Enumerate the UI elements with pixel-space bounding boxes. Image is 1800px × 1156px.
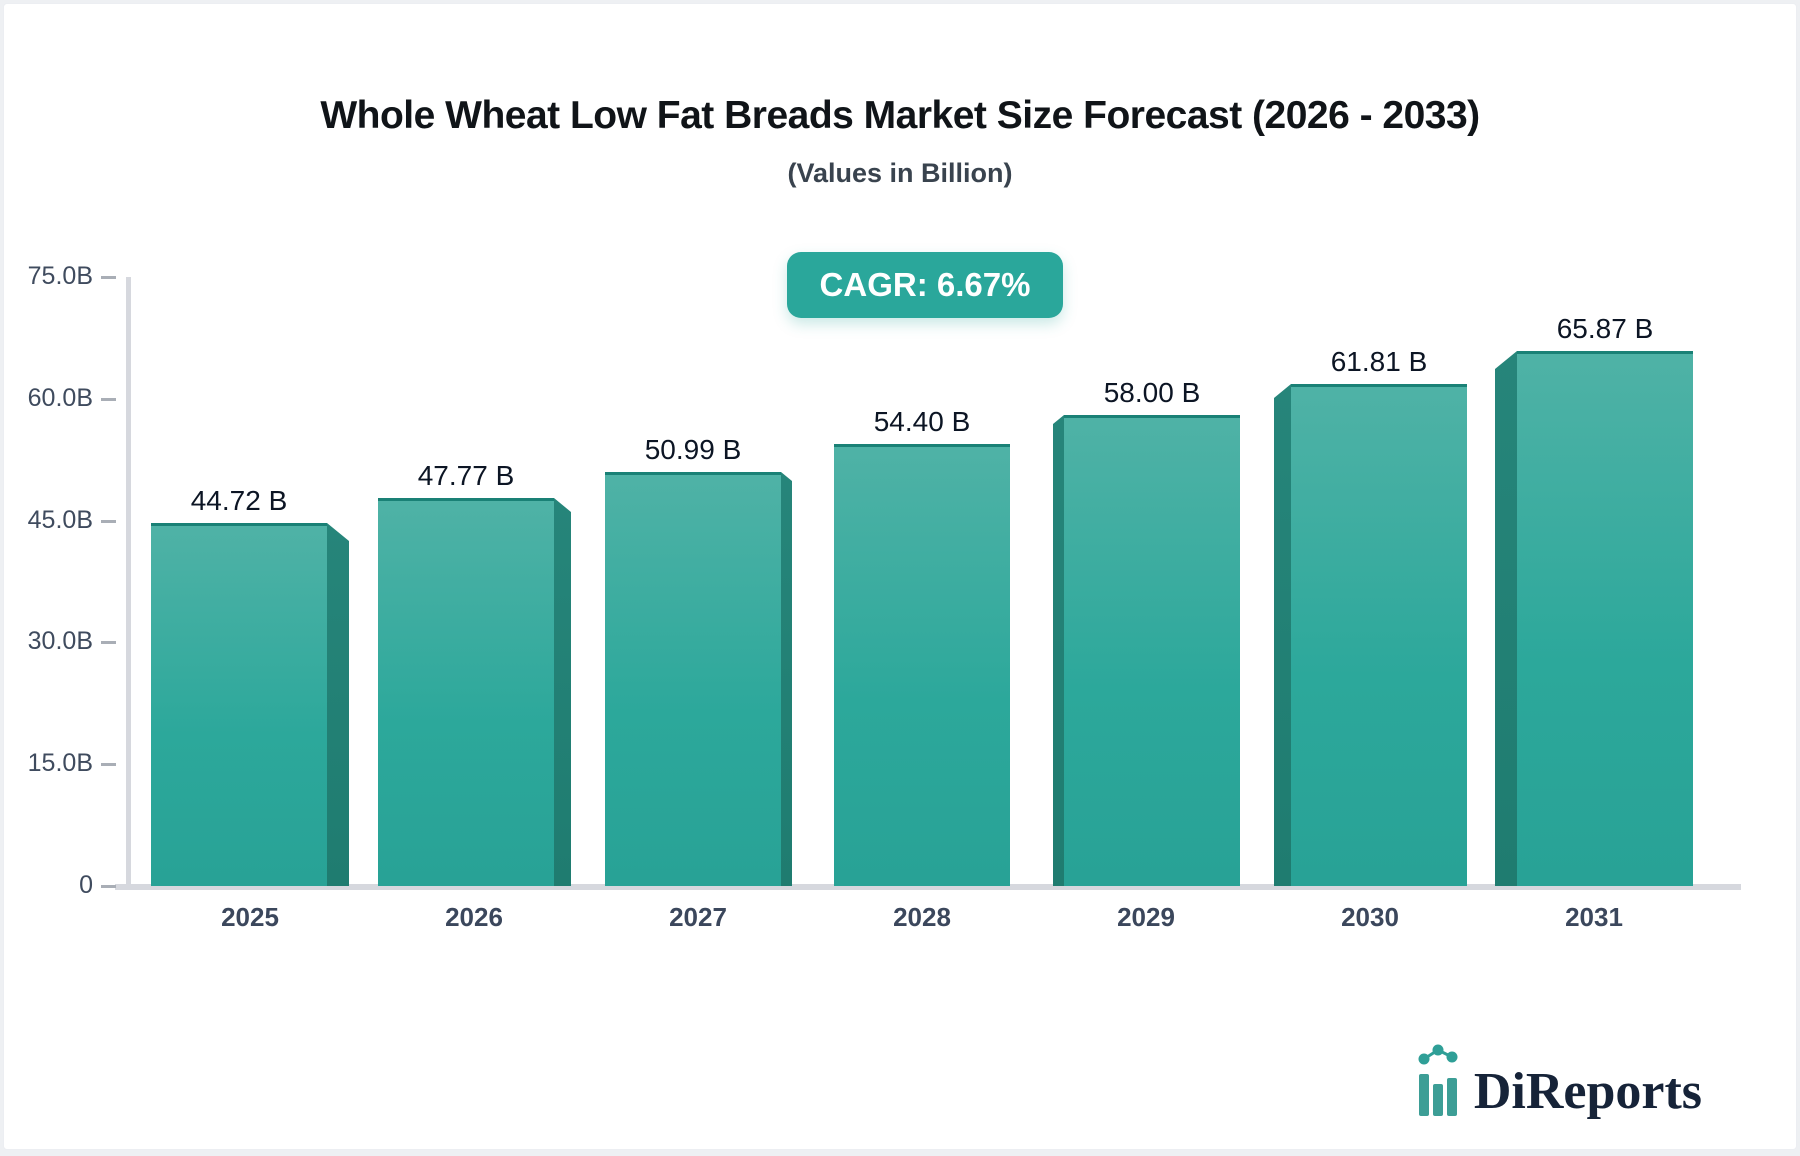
bar-value-label: 54.40 B	[873, 406, 971, 437]
y-tick-label: 75.0B	[27, 262, 93, 290]
y-tick-label: 0	[79, 871, 93, 899]
y-tick-label: 45.0B	[27, 505, 93, 534]
y-tick-mark	[101, 397, 116, 401]
x-axis-label: 2026	[445, 902, 503, 932]
bar-side-face	[1274, 384, 1291, 886]
bar-face	[1517, 351, 1693, 886]
bar-side-face	[1053, 415, 1064, 886]
y-tick-mark	[101, 885, 116, 888]
bar-2026	[378, 498, 571, 886]
direports-logo-icon	[1418, 1044, 1458, 1116]
bar-face	[605, 472, 781, 886]
bar-side-face	[1495, 351, 1517, 886]
bar-face	[1291, 384, 1467, 886]
y-axis-line	[126, 277, 131, 890]
y-tick-mark	[101, 763, 116, 767]
bar-face	[378, 498, 554, 886]
x-axis-line	[115, 884, 1741, 890]
chart-title: Whole Wheat Low Fat Breads Market Size F…	[320, 94, 1480, 137]
x-axis-label: 2027	[669, 902, 727, 932]
bar-value-label: 65.87 B	[1556, 313, 1654, 344]
direports-logo-text: DiReports	[1473, 1062, 1702, 1120]
chart-subtitle: (Values in Billion)	[787, 158, 1013, 188]
bar-2029	[1053, 415, 1240, 886]
bar-value-label: 44.72 B	[190, 485, 288, 516]
bar-face	[834, 444, 1010, 886]
bar-face	[1064, 415, 1240, 886]
x-axis-label: 2030	[1341, 902, 1399, 932]
x-axis-label: 2025	[221, 902, 279, 932]
x-axis-label: 2029	[1117, 902, 1175, 932]
y-tick-mark	[101, 519, 116, 523]
y-tick-label: 15.0B	[27, 749, 93, 778]
y-tick-mark	[101, 276, 116, 279]
bar-2030	[1274, 384, 1467, 886]
y-tick-label: 30.0B	[27, 627, 93, 656]
y-tick-label: 60.0B	[27, 383, 93, 412]
bar-face	[151, 523, 327, 886]
bar-value-label: 50.99 B	[644, 434, 742, 465]
bar-value-label: 61.81 B	[1330, 346, 1428, 377]
bar-value-label: 47.77 B	[417, 460, 515, 491]
bar-2028	[834, 444, 1010, 886]
bar-2031	[1495, 351, 1693, 886]
bar-side-face	[554, 498, 571, 886]
bar-2027	[605, 472, 792, 886]
bar-side-face	[327, 523, 349, 886]
y-tick-mark	[101, 641, 116, 645]
direports-logo: DiReports	[1417, 1042, 1702, 1120]
bar-value-label: 58.00 B	[1103, 377, 1201, 408]
bar-side-face	[781, 472, 792, 886]
bar-2025	[151, 523, 349, 886]
cagr-badge: CAGR: 6.67%	[787, 252, 1063, 318]
x-axis-label: 2031	[1565, 902, 1623, 932]
x-axis-label: 2028	[893, 902, 951, 932]
